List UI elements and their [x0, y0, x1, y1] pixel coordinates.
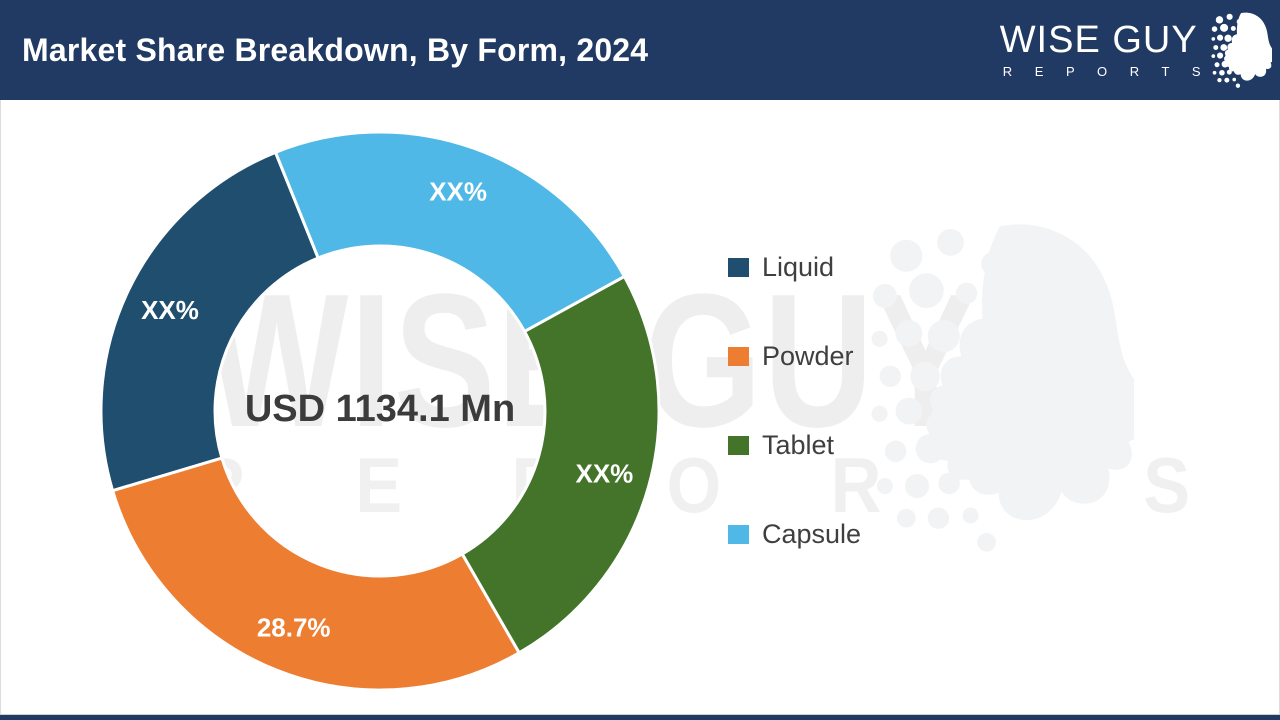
legend-item-tablet: Tablet [728, 428, 861, 462]
legend-swatch-capsule [728, 524, 749, 544]
footer-bar [0, 715, 1280, 720]
footer-divider [0, 714, 1280, 715]
slice-label-liquid: XX% [141, 295, 199, 325]
brand-logo-subtitle: R E P O R T S [1002, 64, 1210, 79]
legend-swatch-powder [728, 346, 749, 366]
legend-swatch-liquid [728, 257, 749, 277]
slice-label-tablet: XX% [575, 459, 633, 489]
legend-label: Liquid [762, 251, 835, 282]
chart-legend: Liquid Powder Tablet Capsule [728, 250, 861, 551]
donut-slice-tablet [460, 274, 661, 655]
brand-logo: WISE GUY R E P O R T S [1000, 6, 1272, 94]
donut-slice-liquid [99, 150, 321, 493]
legend-label: Capsule [762, 518, 862, 549]
chart-center-value: USD 1134.1 Mn [245, 388, 515, 430]
header-bar: Market Share Breakdown, By Form, 2024 WI… [0, 0, 1280, 100]
donut-slice-capsule [273, 130, 627, 334]
legend-label: Powder [762, 340, 854, 371]
slice-label-powder: 28.7% [257, 612, 331, 642]
brand-logo-face-icon [1211, 12, 1272, 88]
page-title: Market Share Breakdown, By Form, 2024 [22, 31, 649, 68]
legend-item-liquid: Liquid [728, 250, 861, 284]
donut-slice-powder [110, 456, 522, 692]
legend-label: Tablet [762, 429, 835, 460]
left-border [0, 100, 1, 714]
legend-item-capsule: Capsule [728, 517, 861, 551]
legend-swatch-tablet [728, 435, 749, 455]
slice-label-capsule: XX% [429, 177, 487, 207]
brand-logo-name: WISE GUY [999, 19, 1198, 61]
legend-item-powder: Powder [728, 339, 861, 373]
